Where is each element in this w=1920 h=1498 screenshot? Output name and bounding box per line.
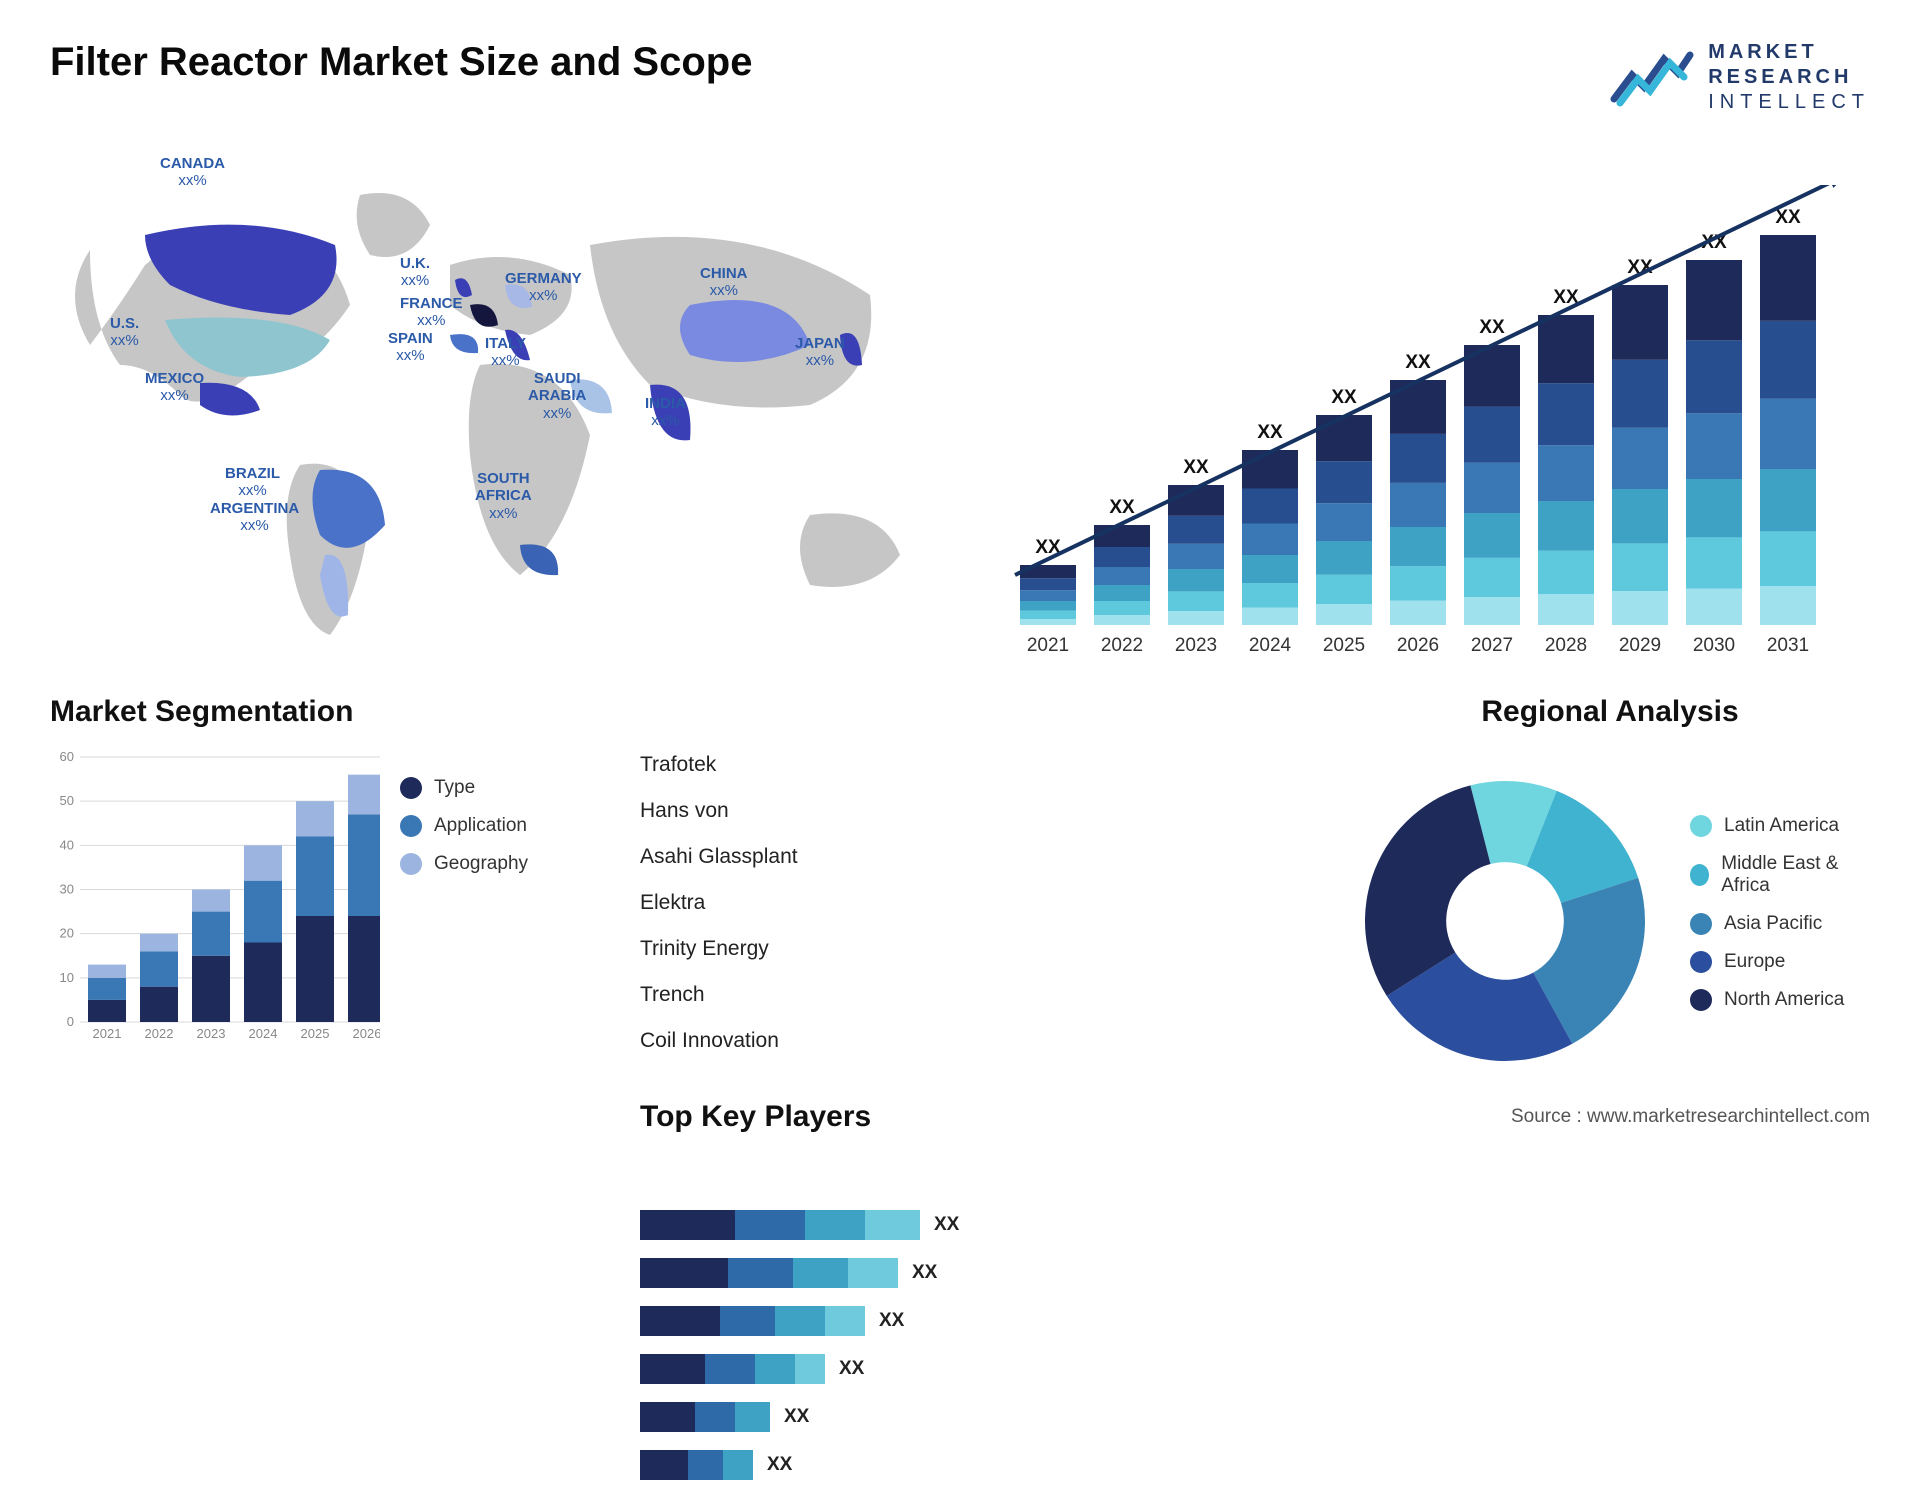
svg-text:XX: XX bbox=[1331, 387, 1357, 408]
svg-text:XX: XX bbox=[1257, 422, 1283, 443]
map-label-us: U.S.xx% bbox=[110, 315, 139, 350]
map-label-japan: JAPANxx% bbox=[795, 335, 845, 370]
region-legend-latin-america: Latin America bbox=[1690, 815, 1870, 837]
map-label-china: CHINAxx% bbox=[700, 265, 748, 300]
map-label-italy: ITALYxx% bbox=[485, 335, 526, 370]
svg-text:2028: 2028 bbox=[1545, 635, 1587, 656]
map-label-spain: SPAINxx% bbox=[388, 330, 433, 365]
svg-text:2024: 2024 bbox=[249, 1026, 278, 1041]
regional-legend: Latin America Middle East & Africa Asia Pa… bbox=[1690, 815, 1870, 1027]
growth-stacked-bar-chart: XX 2021 XX 2022 XX 2023 XX 2024 XX 2025 XX 2026 XX 20… bbox=[1000, 185, 1870, 665]
source-footer: Source : www.marketresearchintellect.com bbox=[1511, 1106, 1870, 1128]
svg-text:2025: 2025 bbox=[301, 1026, 330, 1041]
player-name-4: Trinity Energy bbox=[640, 937, 1320, 961]
regional-donut-chart bbox=[1350, 766, 1660, 1076]
brand-logo: MARKET RESEARCH INTELLECT bbox=[1610, 40, 1870, 115]
regional-panel: Regional Analysis Latin America Middle Ea… bbox=[1350, 695, 1870, 1095]
map-label-argentina: ARGENTINAxx% bbox=[210, 500, 299, 535]
player-bar-row-3: XX bbox=[640, 1306, 1320, 1336]
seg-legend-geography: Geography bbox=[400, 853, 610, 875]
growth-chart-panel: XX 2021 XX 2022 XX 2023 XX 2024 XX 2025 XX 2026 XX 20… bbox=[1000, 145, 1870, 665]
players-title: Top Key Players bbox=[640, 1100, 1320, 1134]
region-legend-north-america: North America bbox=[1690, 989, 1870, 1011]
brand-line3: INTELLECT bbox=[1708, 90, 1870, 115]
svg-text:30: 30 bbox=[60, 882, 74, 897]
region-legend-asia-pacific: Asia Pacific bbox=[1690, 913, 1870, 935]
seg-legend-type: Type bbox=[400, 777, 610, 799]
seg-legend-application: Application bbox=[400, 815, 610, 837]
region-legend-europe: Europe bbox=[1690, 951, 1870, 973]
svg-text:2021: 2021 bbox=[93, 1026, 122, 1041]
world-map-panel: CANADAxx% U.S.xx%MEXICOxx% BRAZILxx%ARGENT… bbox=[50, 145, 960, 665]
svg-text:0: 0 bbox=[67, 1014, 74, 1029]
svg-text:2026: 2026 bbox=[353, 1026, 380, 1041]
map-label-india: INDIAxx% bbox=[645, 395, 686, 430]
svg-text:10: 10 bbox=[60, 970, 74, 985]
svg-text:XX: XX bbox=[1109, 497, 1135, 518]
svg-text:2030: 2030 bbox=[1693, 635, 1735, 656]
player-value-3: XX bbox=[879, 1310, 904, 1332]
svg-text:20: 20 bbox=[60, 926, 74, 941]
svg-text:2029: 2029 bbox=[1619, 635, 1661, 656]
players-bar-chart: XX XX XX XX XX XX bbox=[640, 1152, 1320, 1498]
player-bar-row-6: XX bbox=[640, 1450, 1320, 1480]
svg-text:XX: XX bbox=[1405, 352, 1431, 373]
player-bar-row-5: XX bbox=[640, 1402, 1320, 1432]
svg-text:2031: 2031 bbox=[1767, 635, 1809, 656]
segmentation-panel: Market Segmentation 0 10 20 30 40 50 60 2021 202… bbox=[50, 695, 610, 1095]
map-label-southafrica: SOUTHAFRICAxx% bbox=[475, 470, 532, 522]
svg-text:2022: 2022 bbox=[145, 1026, 174, 1041]
svg-text:XX: XX bbox=[1479, 317, 1505, 338]
svg-text:2021: 2021 bbox=[1027, 635, 1069, 656]
player-value-5: XX bbox=[784, 1406, 809, 1428]
player-name-2: Asahi Glassplant bbox=[640, 845, 1320, 869]
page-title: Filter Reactor Market Size and Scope bbox=[50, 40, 752, 85]
player-value-1: XX bbox=[934, 1214, 959, 1236]
player-name-3: Elektra bbox=[640, 891, 1320, 915]
player-value-4: XX bbox=[839, 1358, 864, 1380]
svg-text:50: 50 bbox=[60, 793, 74, 808]
player-bar-row-0 bbox=[640, 1162, 1320, 1192]
player-name-5: Trench bbox=[640, 983, 1320, 1007]
segmentation-chart: 0 10 20 30 40 50 60 2021 2022 2023 2024 2025 2026 bbox=[50, 747, 380, 1047]
player-bar-row-1: XX bbox=[640, 1210, 1320, 1240]
svg-text:XX: XX bbox=[1775, 207, 1801, 228]
svg-text:2022: 2022 bbox=[1101, 635, 1143, 656]
svg-text:XX: XX bbox=[1183, 457, 1209, 478]
map-label-germany: GERMANYxx% bbox=[505, 270, 582, 305]
player-bar-row-2: XX bbox=[640, 1258, 1320, 1288]
map-label-uk: U.K.xx% bbox=[400, 255, 430, 290]
player-name-1: Hans von bbox=[640, 799, 1320, 823]
world-map bbox=[50, 145, 960, 665]
segmentation-legend: Type Application Geography bbox=[400, 747, 610, 1095]
regional-title: Regional Analysis bbox=[1350, 695, 1870, 729]
brand-line2: RESEARCH bbox=[1708, 65, 1870, 90]
map-label-canada: CANADAxx% bbox=[160, 155, 225, 190]
players-panel: Trafotek Hans von Asahi Glassplant Elektra T… bbox=[640, 695, 1320, 1095]
svg-text:40: 40 bbox=[60, 837, 74, 852]
player-name-6: Coil Innovation bbox=[640, 1029, 1320, 1053]
map-label-brazil: BRAZILxx% bbox=[225, 465, 280, 500]
svg-text:2026: 2026 bbox=[1397, 635, 1439, 656]
svg-text:2024: 2024 bbox=[1249, 635, 1292, 656]
region-legend-middle-east---africa: Middle East & Africa bbox=[1690, 853, 1870, 897]
svg-text:2027: 2027 bbox=[1471, 635, 1513, 656]
player-bar-row-4: XX bbox=[640, 1354, 1320, 1384]
svg-text:2023: 2023 bbox=[197, 1026, 226, 1041]
player-value-2: XX bbox=[912, 1262, 937, 1284]
svg-text:2023: 2023 bbox=[1175, 635, 1217, 656]
svg-text:2025: 2025 bbox=[1323, 635, 1365, 656]
brand-line1: MARKET bbox=[1708, 40, 1870, 65]
map-label-france: FRANCExx% bbox=[400, 295, 463, 330]
map-label-mexico: MEXICOxx% bbox=[145, 370, 204, 405]
brand-icon bbox=[1610, 45, 1694, 111]
svg-text:60: 60 bbox=[60, 749, 74, 764]
segmentation-title: Market Segmentation bbox=[50, 695, 610, 729]
map-label-saudiarabia: SAUDIARABIAxx% bbox=[528, 370, 586, 422]
player-name-0: Trafotek bbox=[640, 753, 1320, 777]
player-value-6: XX bbox=[767, 1454, 792, 1476]
